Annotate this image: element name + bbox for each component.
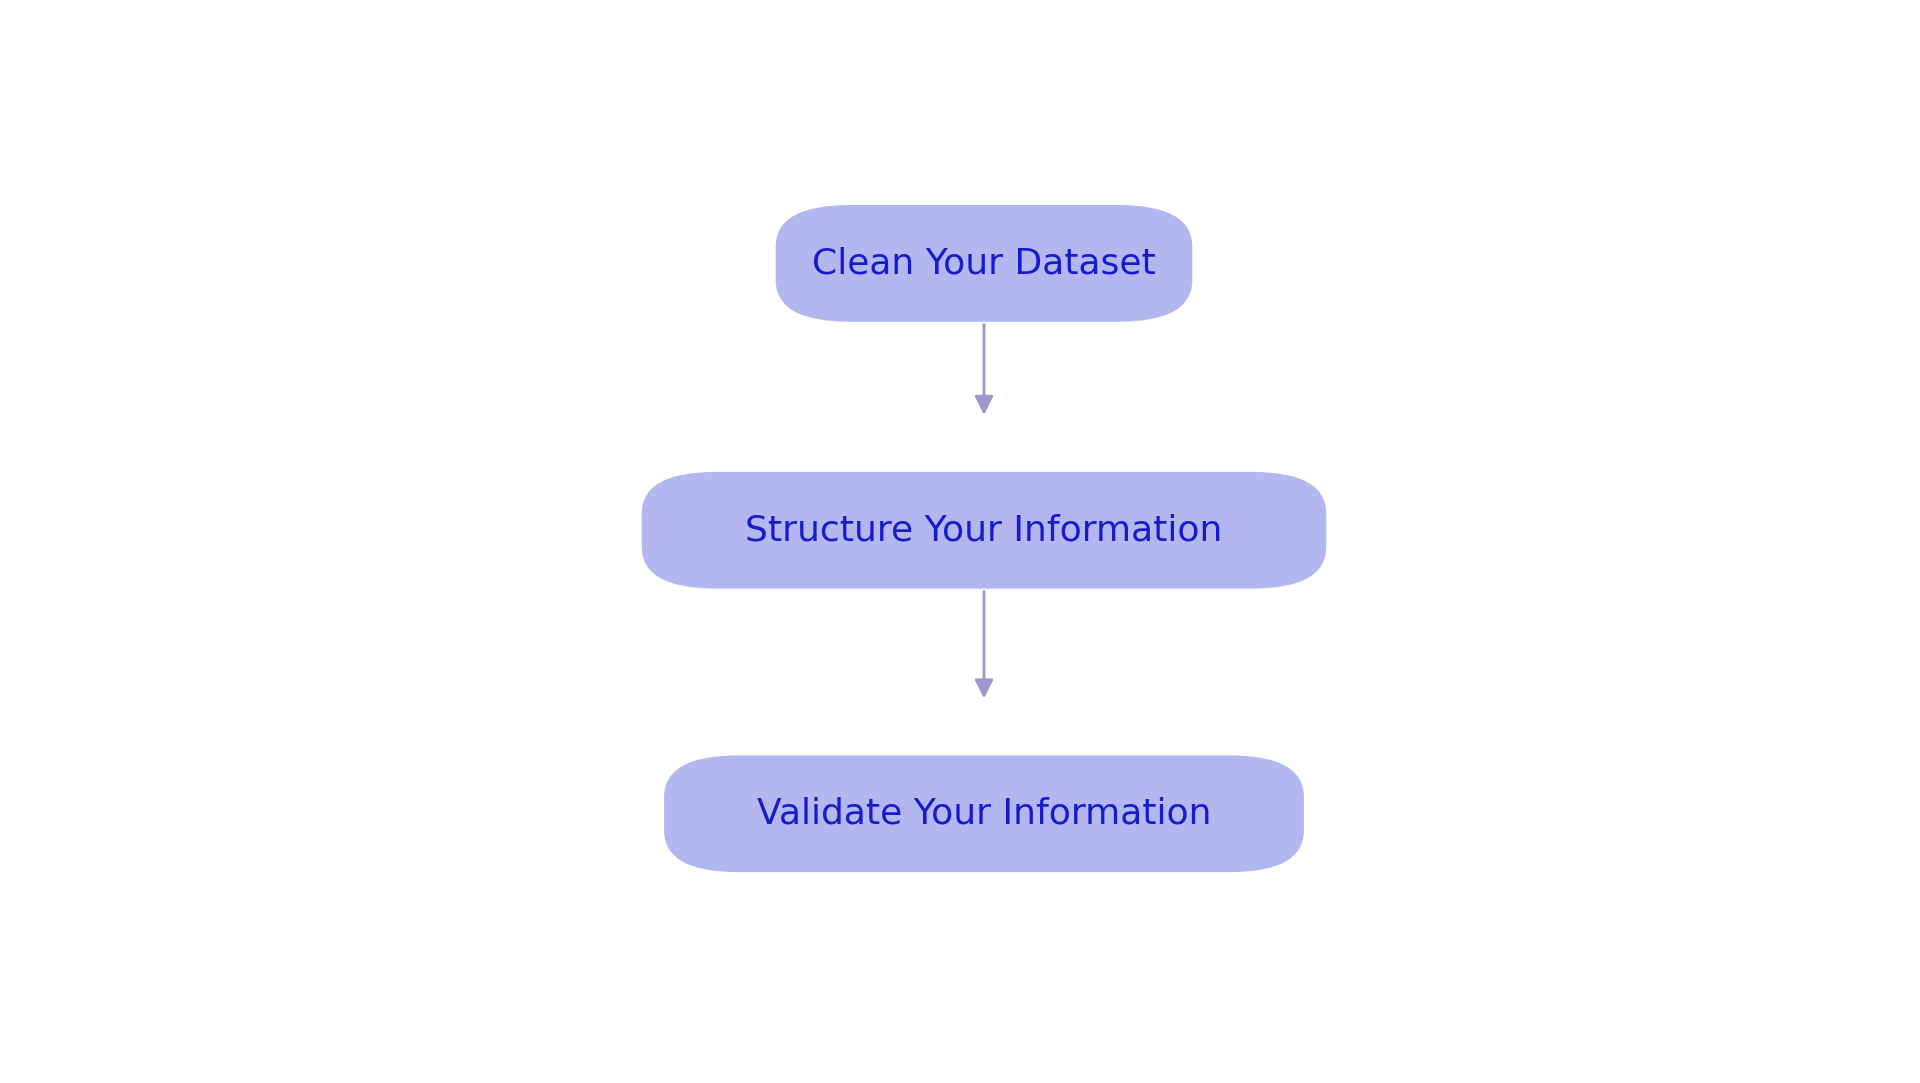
Text: Clean Your Dataset: Clean Your Dataset (812, 247, 1156, 280)
FancyBboxPatch shape (641, 472, 1327, 589)
Text: Validate Your Information: Validate Your Information (756, 797, 1212, 831)
FancyBboxPatch shape (776, 205, 1192, 322)
Text: Structure Your Information: Structure Your Information (745, 513, 1223, 547)
FancyBboxPatch shape (664, 756, 1304, 872)
